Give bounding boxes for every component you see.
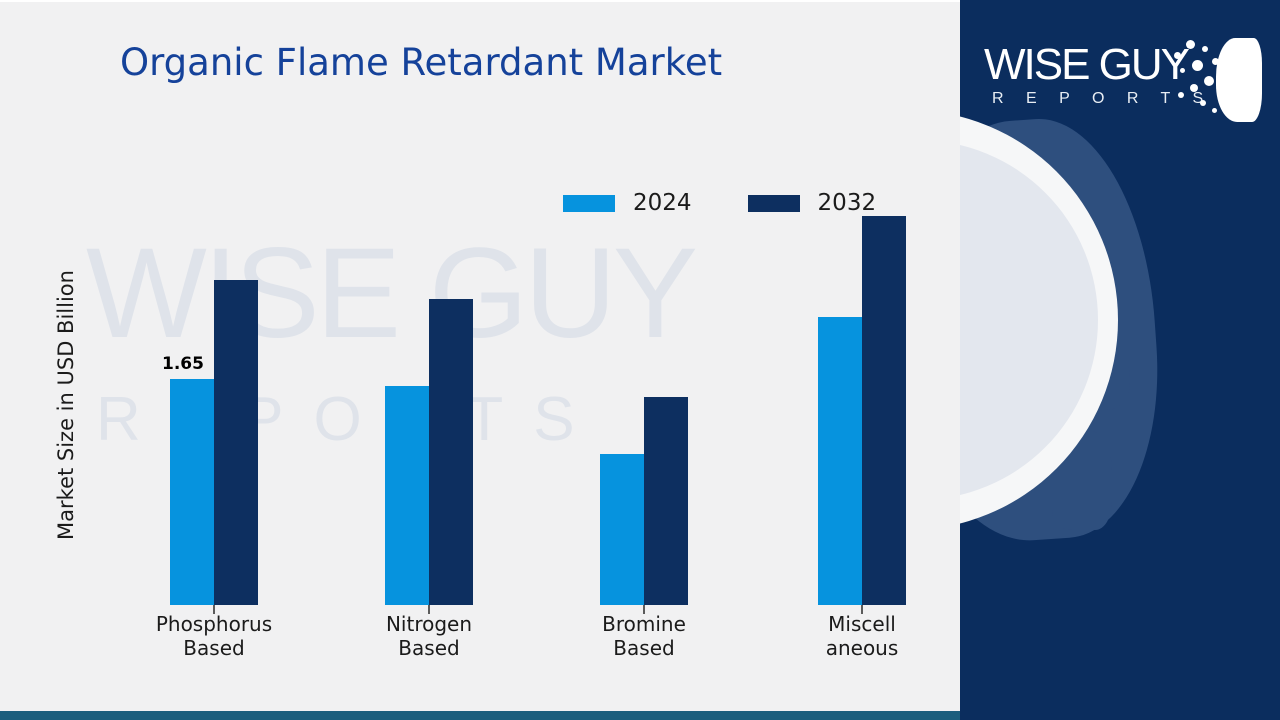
x-axis-tick <box>213 605 215 614</box>
page-title: Organic Flame Retardant Market <box>120 41 723 84</box>
bar-2024-1[interactable] <box>385 386 429 605</box>
category-label: Bromine Based <box>554 612 734 660</box>
legend-swatch-2024 <box>563 194 615 212</box>
brand-logo: WISE GUY R E P O R T S <box>984 32 1262 124</box>
bar-2032-1[interactable] <box>429 299 473 605</box>
left-background-panel <box>0 0 960 712</box>
x-axis-tick <box>428 605 430 614</box>
logo-face-nose-shape <box>1244 74 1262 96</box>
category-label: Nitrogen Based <box>339 612 519 660</box>
legend-label-2032: 2032 <box>817 190 877 216</box>
bar-2024-2[interactable] <box>600 454 644 605</box>
bar-2024-0[interactable] <box>170 379 214 605</box>
category-label-line: Phosphorus <box>155 612 273 636</box>
legend-item-2024[interactable]: 2024 <box>563 190 692 216</box>
bottom-accent-strip <box>0 711 960 720</box>
x-axis-tick <box>643 605 645 614</box>
bar-2032-3[interactable] <box>862 216 906 605</box>
bar-2024-3[interactable] <box>818 317 862 605</box>
category-label-line: Nitrogen <box>385 612 473 636</box>
bar-group: 1.65 Phosphorus Based <box>156 180 272 660</box>
x-axis-tick <box>861 605 863 614</box>
category-label: Phosphorus Based <box>124 612 304 660</box>
legend-label-2024: 2024 <box>633 190 692 216</box>
logo-wordmark: WISE GUY <box>984 40 1190 89</box>
legend-swatch-2032 <box>747 194 800 212</box>
x-axis-baseline <box>95 604 935 605</box>
bar-2032-2[interactable] <box>644 397 688 605</box>
bar-2032-0[interactable] <box>214 280 258 605</box>
bar-group: Nitrogen Based <box>385 180 473 660</box>
category-label-line: aneous <box>825 636 899 660</box>
category-label-line: Based <box>613 636 675 660</box>
plot-area: 1.65 Phosphorus Based Nitrogen Based Bromine B… <box>95 180 935 660</box>
category-label-line: Based <box>183 636 245 660</box>
category-label-line: Miscell <box>828 612 896 636</box>
legend-item-2032[interactable]: 2032 <box>747 190 877 216</box>
bar-group: Bromine Based <box>600 180 688 660</box>
right-navy-panel <box>960 0 1280 720</box>
category-label-line: Based <box>398 636 460 660</box>
chart-legend: 2024 2032 <box>563 190 876 216</box>
y-axis-label: Market Size in USD Billion <box>54 270 78 540</box>
category-label: Miscell aneous <box>772 612 952 660</box>
bar-group: Miscell aneous <box>818 180 906 660</box>
dotted-head-icon <box>1172 34 1264 124</box>
logo-tagline: R E P O R T S <box>992 90 1213 107</box>
bar-value-label: 1.65 <box>162 354 204 374</box>
category-label-line: Bromine <box>602 612 686 636</box>
top-hairline <box>0 0 960 2</box>
